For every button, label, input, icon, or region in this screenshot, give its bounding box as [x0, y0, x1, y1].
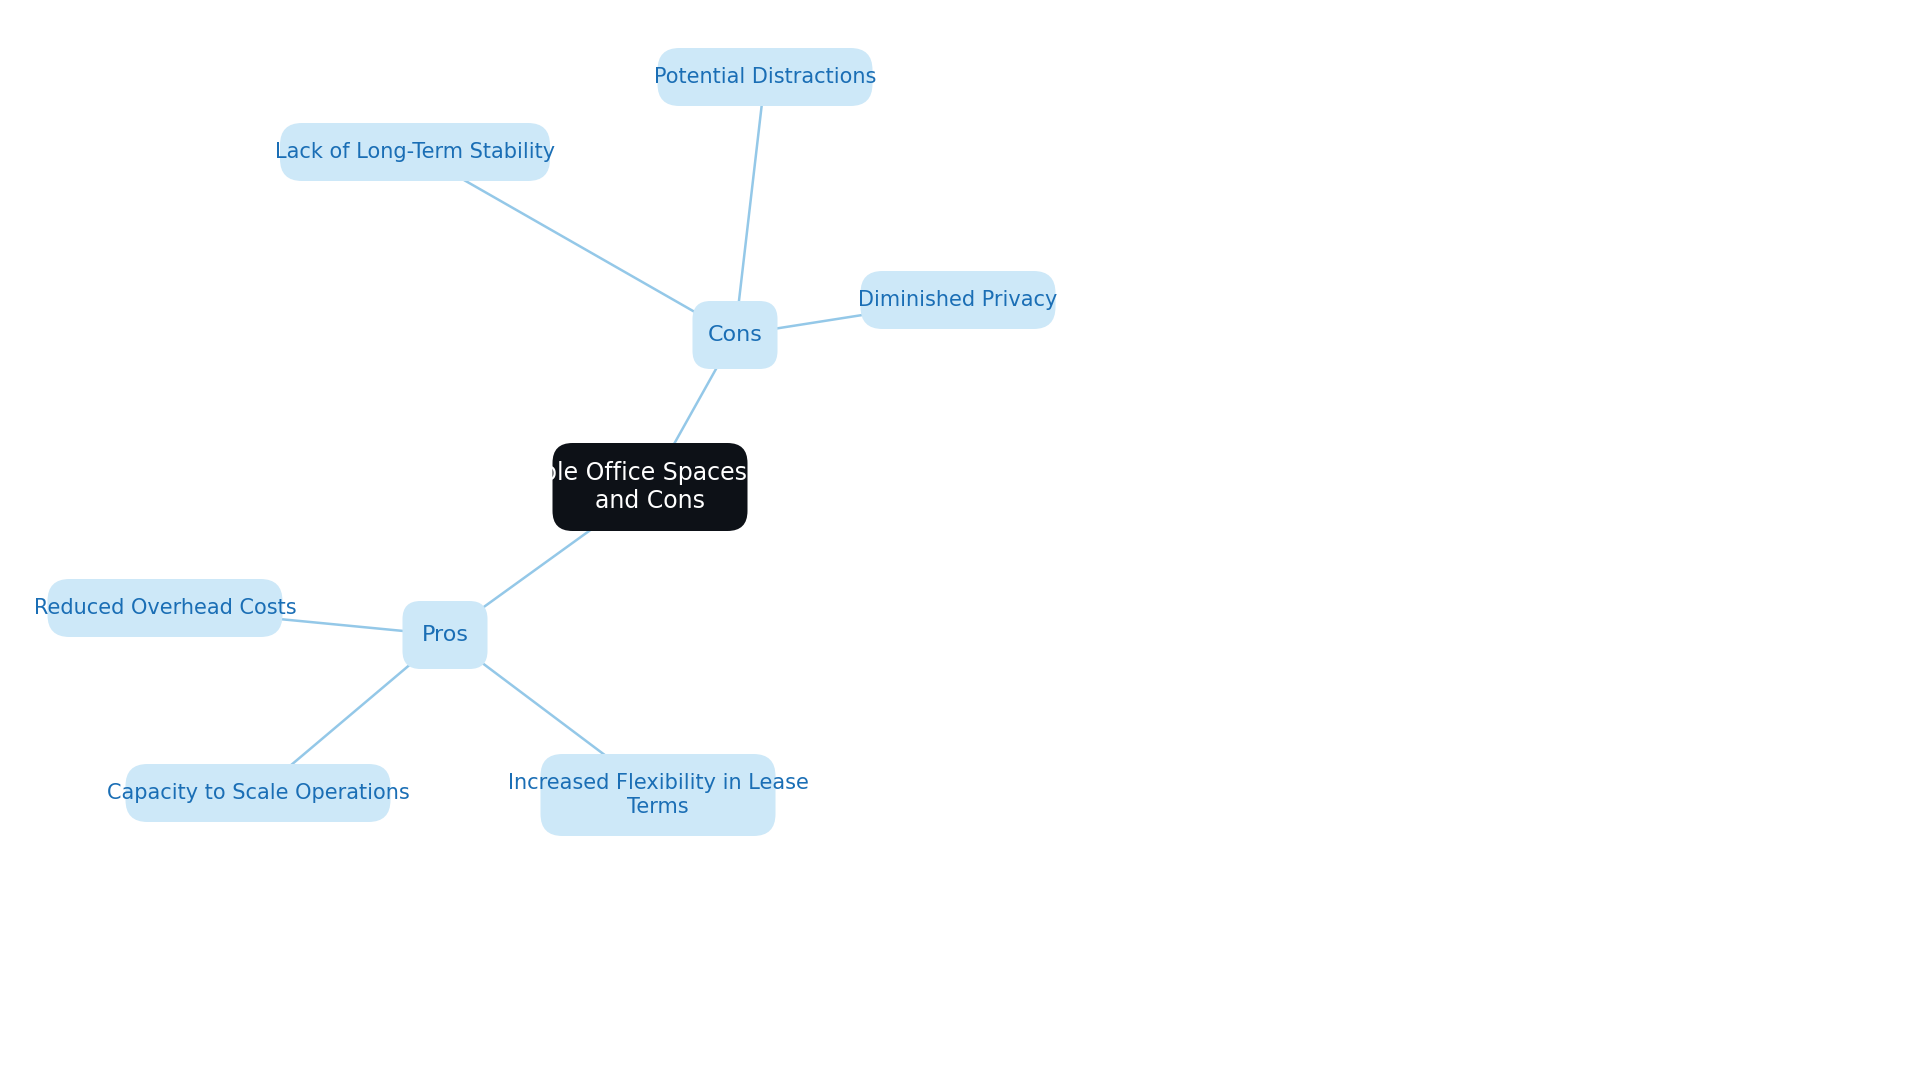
Text: Cons: Cons [708, 325, 762, 345]
Text: Diminished Privacy: Diminished Privacy [858, 290, 1058, 310]
FancyBboxPatch shape [693, 301, 778, 369]
FancyBboxPatch shape [125, 764, 390, 822]
Text: Reduced Overhead Costs: Reduced Overhead Costs [35, 598, 296, 618]
FancyBboxPatch shape [48, 579, 282, 637]
Text: Increased Flexibility in Lease
Terms: Increased Flexibility in Lease Terms [507, 773, 808, 817]
Text: Flexible Office Spaces: Pros
and Cons: Flexible Office Spaces: Pros and Cons [488, 461, 812, 513]
Text: Potential Distractions: Potential Distractions [655, 67, 876, 87]
FancyBboxPatch shape [403, 601, 488, 669]
FancyBboxPatch shape [860, 271, 1056, 329]
Text: Capacity to Scale Operations: Capacity to Scale Operations [108, 783, 409, 803]
Text: Lack of Long-Term Stability: Lack of Long-Term Stability [275, 142, 555, 162]
FancyBboxPatch shape [541, 754, 776, 836]
Text: Pros: Pros [422, 625, 468, 645]
FancyBboxPatch shape [657, 48, 872, 106]
FancyBboxPatch shape [280, 123, 549, 181]
FancyBboxPatch shape [553, 443, 747, 531]
